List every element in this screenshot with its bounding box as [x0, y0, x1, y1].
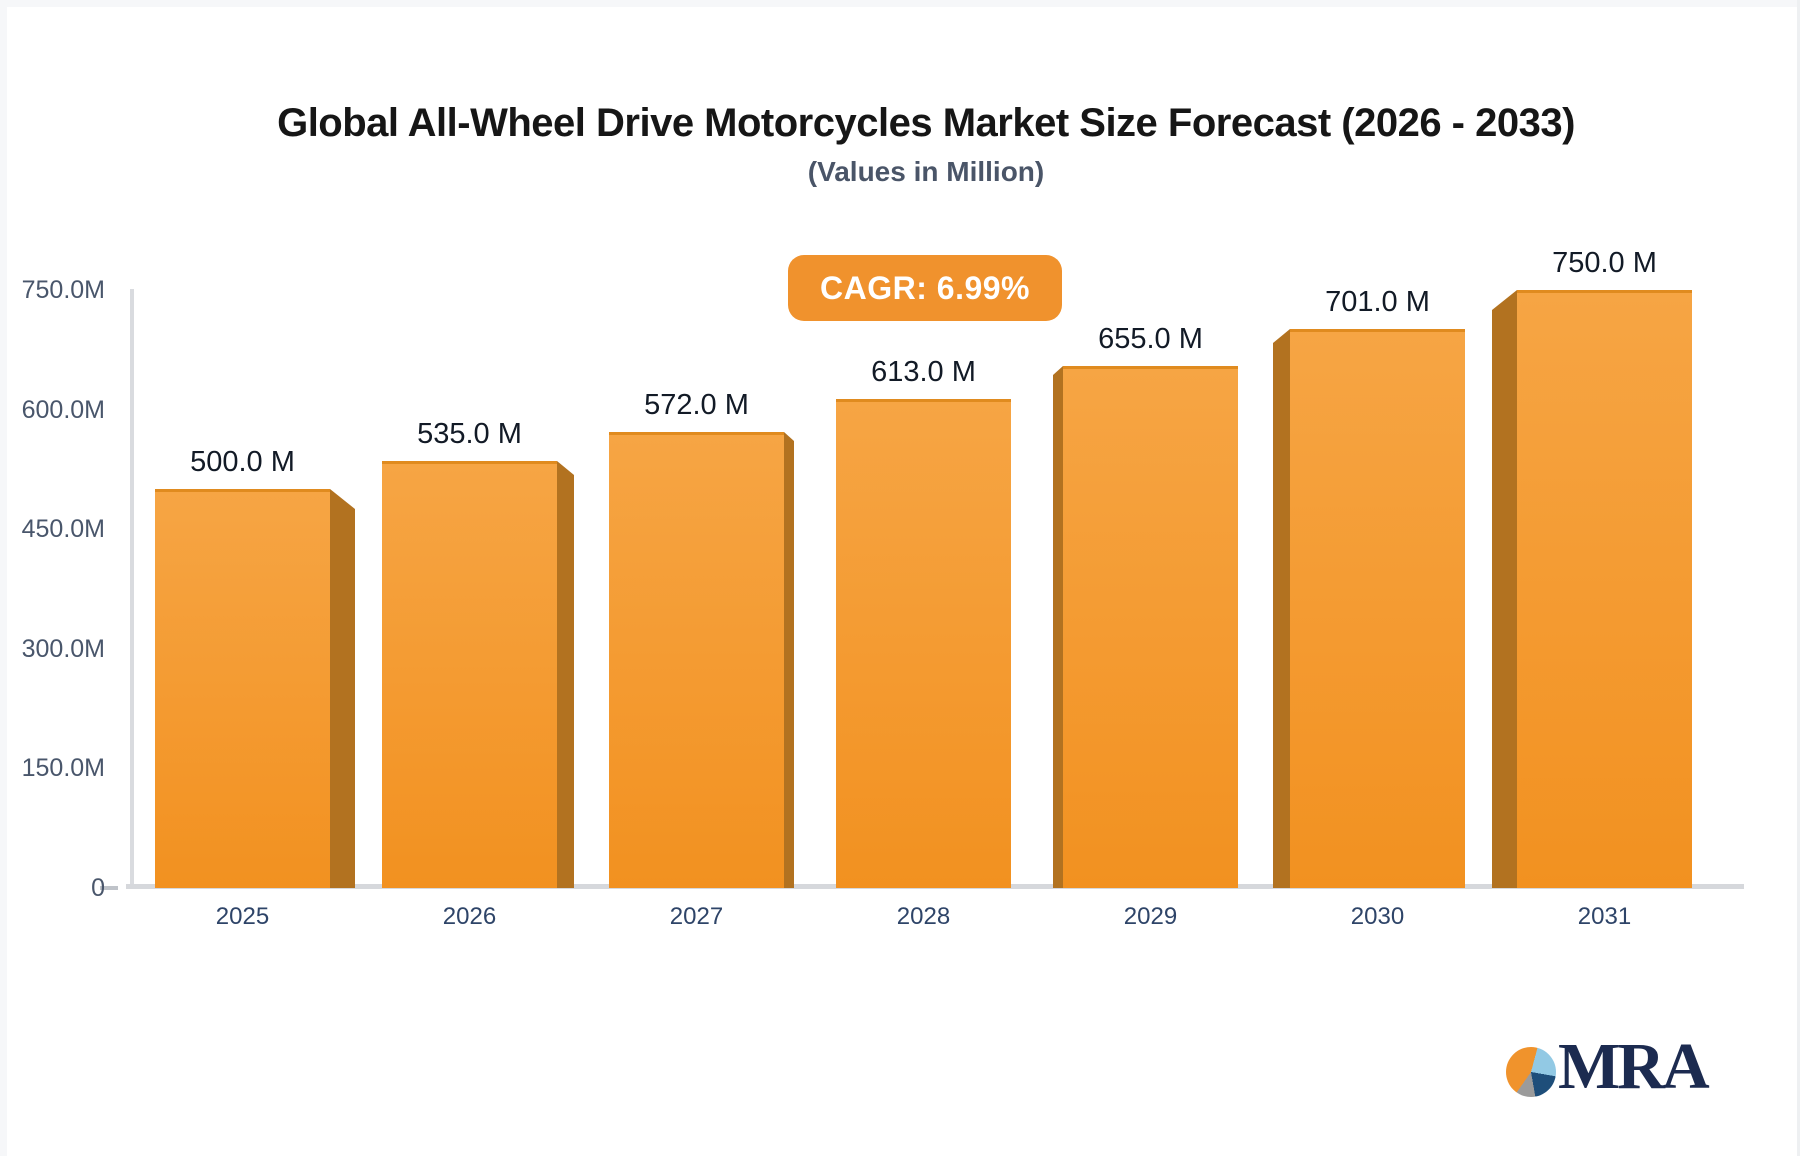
bar-value-label: 613.0 M — [871, 356, 976, 388]
y-axis-tick: 450.0M — [0, 514, 105, 544]
y-axis-tick-label: 150.0M — [21, 754, 105, 783]
bar-2031 — [1517, 290, 1692, 888]
y-axis-tick: 300.0M — [0, 634, 105, 664]
y-axis-tick: 0 — [0, 873, 105, 903]
y-axis-tick: 600.0M — [0, 395, 105, 425]
x-axis-label-2026: 2026 — [442, 903, 497, 930]
y-axis-tick: 750.0M — [0, 275, 105, 305]
bar-3d-side — [1492, 290, 1517, 888]
x-axis-label-2031: 2031 — [1577, 903, 1632, 930]
bar-2030 — [1290, 329, 1465, 888]
bar-2026 — [382, 461, 557, 888]
chart-title: Global All-Wheel Drive Motorcycles Marke… — [277, 101, 1575, 145]
bar-value-label: 572.0 M — [644, 389, 749, 421]
chart-subtitle: (Values in Million) — [807, 156, 1045, 187]
page-frame-top — [0, 0, 1800, 7]
mra-logo: MRA — [1506, 1030, 1710, 1103]
y-axis-tick-label: 750.0M — [21, 276, 105, 305]
bar-value-label: 500.0 M — [190, 446, 295, 478]
bar-3d-side — [1053, 366, 1063, 888]
y-axis-line — [130, 289, 134, 884]
bar-value-label: 701.0 M — [1325, 286, 1430, 318]
page-frame-right — [1797, 0, 1800, 1156]
y-axis-tick-label: 600.0M — [21, 395, 105, 424]
bar-3d-side — [557, 461, 574, 888]
x-axis-label-2025: 2025 — [215, 903, 270, 930]
mra-pie-icon — [1506, 1047, 1556, 1097]
bar-2029 — [1063, 366, 1238, 888]
bar-value-label: 750.0 M — [1552, 247, 1657, 279]
y-axis-tick-label: 300.0M — [21, 634, 105, 663]
bar-value-label: 655.0 M — [1098, 323, 1203, 355]
y-axis-tick-label: 450.0M — [21, 515, 105, 544]
zero-tick-mark — [100, 886, 118, 890]
mra-logo-text: MRA — [1558, 1030, 1710, 1103]
bar-3d-side — [330, 489, 355, 888]
x-axis-label-2028: 2028 — [896, 903, 951, 930]
chart-header: Global All-Wheel Drive Motorcycles Marke… — [0, 100, 1800, 188]
y-axis-tick-label: 0 — [91, 874, 105, 902]
cagr-badge: CAGR: 6.99% — [788, 255, 1062, 321]
x-axis-label-2030: 2030 — [1350, 903, 1405, 930]
y-axis-tick: 150.0M — [0, 753, 105, 783]
x-axis-label-2029: 2029 — [1123, 903, 1178, 930]
bar-3d-side — [1273, 329, 1290, 888]
page-frame-left — [0, 0, 7, 1156]
x-axis-label-2027: 2027 — [669, 903, 724, 930]
cagr-badge-label: CAGR: 6.99% — [820, 269, 1030, 306]
bar-2027 — [609, 432, 784, 888]
bar-3d-side — [784, 432, 794, 888]
bar-2028 — [836, 399, 1011, 888]
bar-2025 — [155, 489, 330, 888]
bar-value-label: 535.0 M — [417, 418, 522, 450]
